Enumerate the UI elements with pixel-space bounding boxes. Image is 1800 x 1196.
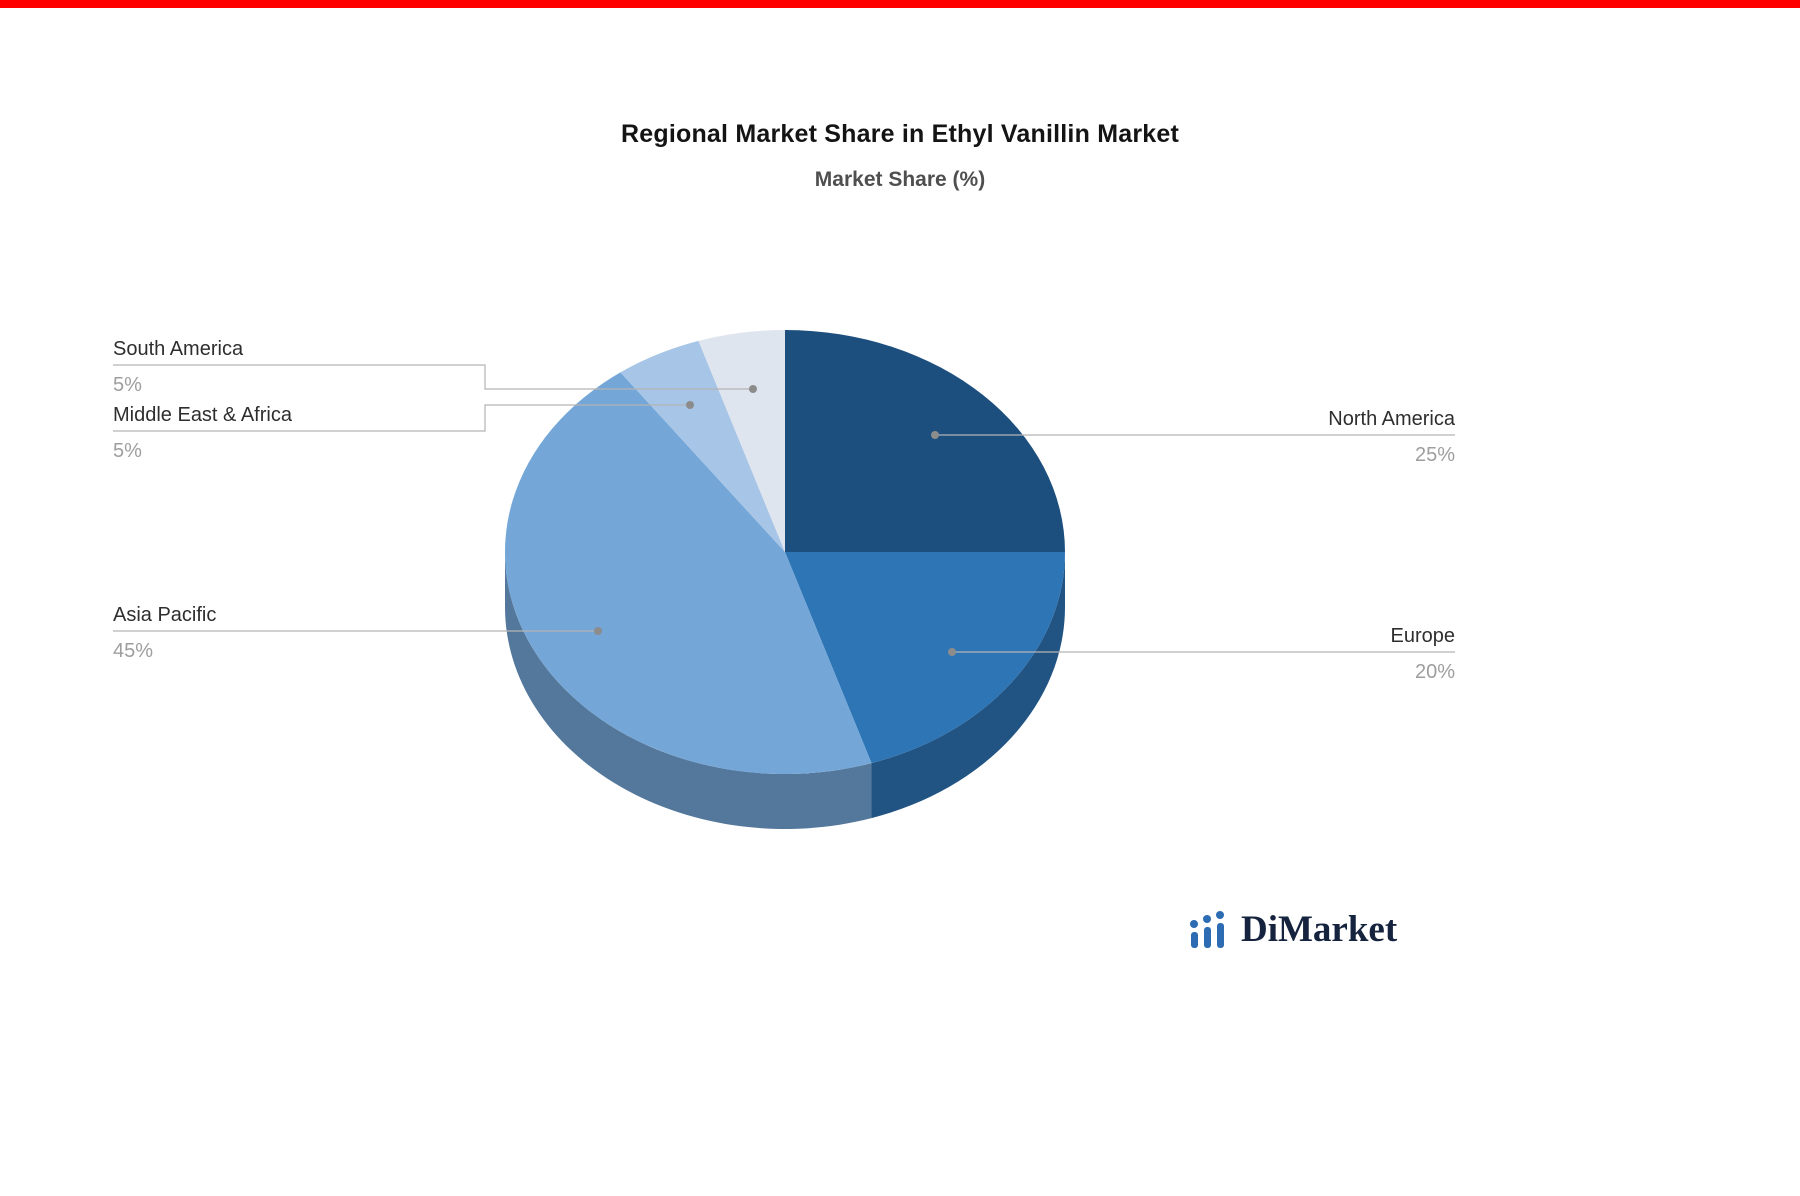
label-north-america: North America 25%: [1328, 407, 1455, 467]
label-europe-name: Europe: [1390, 625, 1456, 647]
label-connectors: [113, 364, 1455, 656]
label-asia-pacific: Asia Pacific 45%: [113, 603, 216, 663]
label-north-america-name: North America: [1328, 408, 1455, 430]
dot-asia-pacific: [594, 627, 602, 635]
top-accent-bar: [0, 0, 1800, 8]
bar-chart-logo-icon: [1190, 911, 1224, 948]
pie-slice-asia-pacific[interactable]: [505, 372, 872, 774]
pie-slice-europe[interactable]: [785, 552, 1065, 764]
label-middle-east-africa-value: 5%: [113, 440, 142, 462]
connector-south-america: [113, 364, 753, 390]
dot-south-america: [749, 385, 757, 393]
label-north-america-value: 25%: [1414, 444, 1455, 466]
pie-slice-side-europe: [871, 552, 1065, 819]
connector-dots: [594, 385, 956, 656]
label-south-america-value: 5%: [113, 374, 142, 396]
chart-title: Regional Market Share in Ethyl Vanillin …: [621, 120, 1179, 148]
pie-slice-side-asia-pacific: [504, 552, 872, 829]
label-south-america: South America 5%: [113, 337, 243, 397]
label-europe-value: 20%: [1414, 661, 1455, 683]
label-middle-east-africa-name: Middle East & Africa: [113, 404, 292, 426]
pie-slice-north-america[interactable]: [785, 330, 1065, 552]
connector-middle-east-africa: [113, 404, 690, 432]
pie-slice-middle-east-africa[interactable]: [620, 340, 785, 552]
label-europe: Europe 20%: [1391, 624, 1456, 684]
pie-slice-south-america[interactable]: [698, 330, 785, 552]
pie-slices-layer: [505, 330, 1065, 774]
label-asia-pacific-name: Asia Pacific: [113, 604, 217, 626]
logo-text: DiMarket: [1241, 909, 1398, 950]
dot-north-america: [931, 431, 939, 439]
label-middle-east-africa: Middle East & Africa 5%: [113, 403, 292, 463]
pie-depth-layer: [504, 552, 1065, 829]
dimarket-logo: DiMarket: [1185, 906, 1397, 954]
label-south-america-name: South America: [113, 338, 244, 360]
dot-europe: [948, 648, 956, 656]
chart-subtitle: Market Share (%): [814, 168, 986, 191]
label-asia-pacific-value: 45%: [113, 640, 154, 662]
dot-middle-east-africa: [686, 401, 694, 409]
